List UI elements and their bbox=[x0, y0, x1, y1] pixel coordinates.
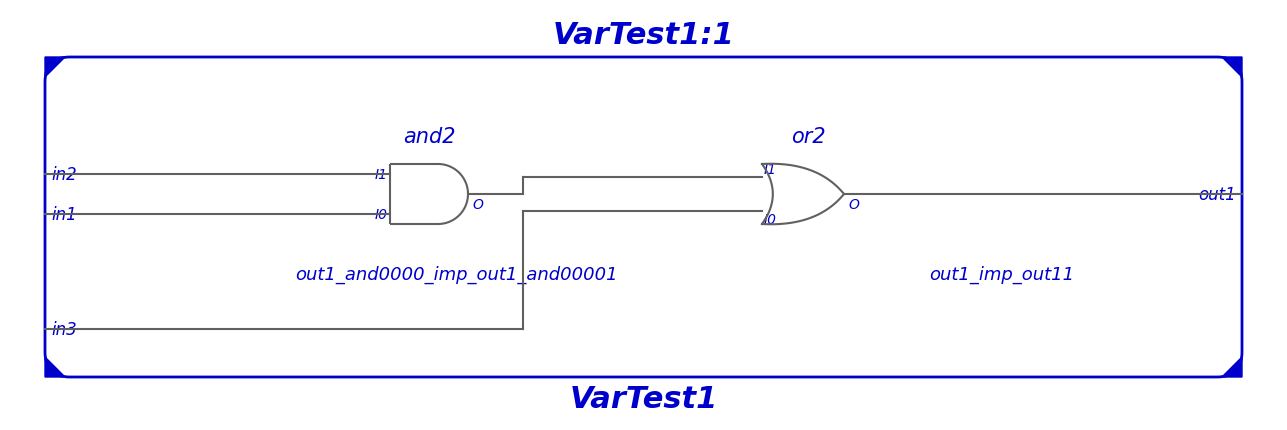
Text: in1: in1 bbox=[51, 206, 77, 224]
Text: I0: I0 bbox=[375, 208, 387, 221]
Text: and2: and2 bbox=[403, 127, 456, 147]
Polygon shape bbox=[1221, 58, 1242, 78]
Text: in3: in3 bbox=[51, 320, 77, 338]
Text: out1_and0000_imp_out1_and00001: out1_and0000_imp_out1_and00001 bbox=[295, 265, 618, 283]
Polygon shape bbox=[45, 58, 66, 78]
Text: out1_imp_out11: out1_imp_out11 bbox=[929, 265, 1075, 283]
Text: O: O bbox=[848, 197, 858, 212]
Text: in2: in2 bbox=[51, 166, 77, 184]
Text: I1: I1 bbox=[375, 168, 387, 181]
Text: I1: I1 bbox=[764, 163, 777, 177]
Polygon shape bbox=[1221, 357, 1242, 377]
Text: or2: or2 bbox=[790, 127, 825, 147]
Text: O: O bbox=[472, 197, 483, 212]
Text: out1: out1 bbox=[1198, 186, 1236, 203]
Text: I0: I0 bbox=[764, 212, 777, 226]
Text: VarTest1:1: VarTest1:1 bbox=[552, 22, 735, 50]
Text: VarTest1: VarTest1 bbox=[569, 384, 718, 414]
Polygon shape bbox=[45, 357, 66, 377]
